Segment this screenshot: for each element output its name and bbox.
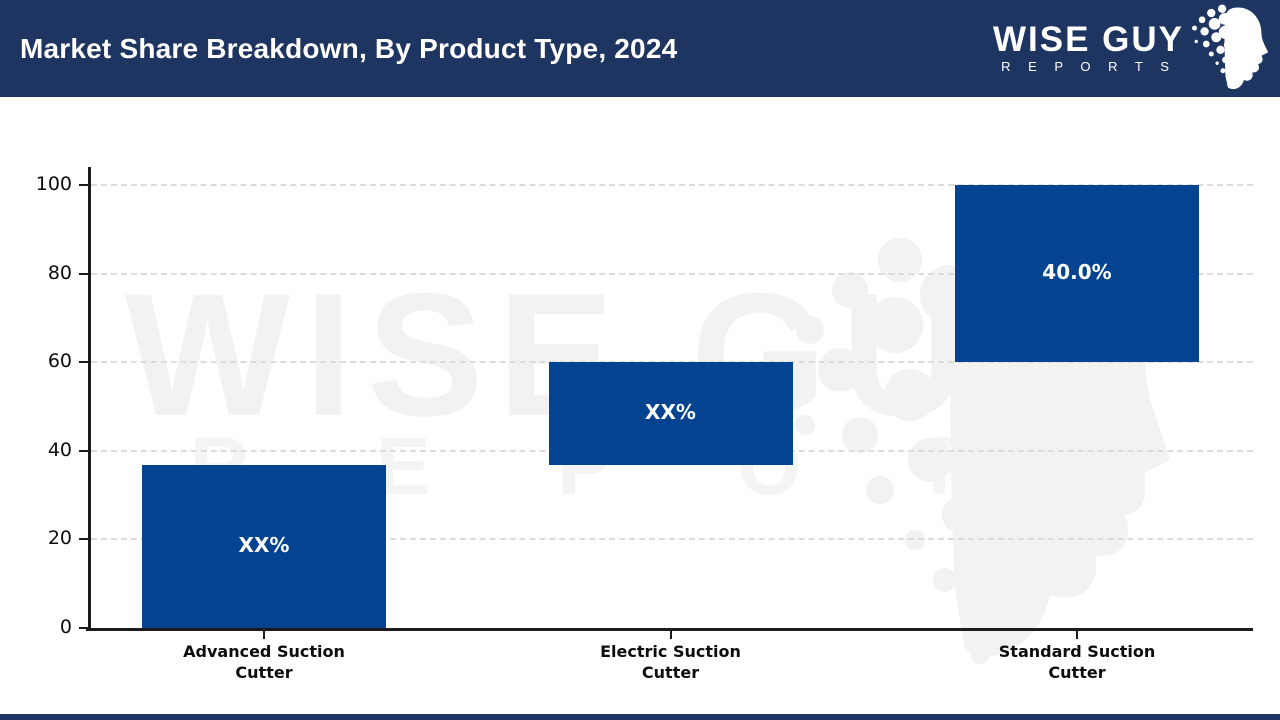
category-label: Advanced Suction Cutter (183, 642, 345, 682)
y-tick-mark (79, 272, 88, 275)
bar-value-label: 40.0% (1042, 259, 1112, 284)
y-tick-mark (79, 449, 88, 452)
gridline-20 (91, 538, 1253, 541)
y-axis-line (88, 167, 91, 631)
logo-wordmark: WISE GUY (992, 20, 1184, 59)
category-label: Electric Suction Cutter (600, 642, 741, 682)
y-tick-label: 80 (47, 261, 72, 284)
y-tick-label: 60 (47, 350, 72, 373)
bar-segment-1 (142, 465, 386, 628)
x-tick-mark (1076, 631, 1078, 639)
category-label: Standard Suction Cutter (998, 642, 1156, 682)
bar-segment-2 (548, 362, 793, 466)
x-tick-mark (263, 631, 265, 639)
y-tick-label: 0 (59, 616, 72, 638)
x-tick-mark (669, 631, 672, 639)
y-tick-mark (79, 538, 88, 541)
gridline-80 (91, 272, 1253, 275)
y-tick-label: 20 (47, 527, 72, 550)
wiseguy-logo: WISE GUY R E P O R T S (993, 3, 1270, 95)
x-axis-line (86, 628, 1253, 631)
y-tick-mark (79, 184, 88, 186)
bar-value-label: XX% (238, 532, 290, 557)
chart-title: Market Share Breakdown, By Product Type,… (20, 32, 678, 64)
logo-subtext: R E P O R T S (1001, 59, 1176, 74)
header: Market Share Breakdown, By Product Type,… (0, 0, 1280, 97)
bar-segment-3 (955, 185, 1199, 363)
y-tick-mark (79, 627, 88, 629)
gridline-100 (91, 184, 1253, 186)
y-tick-label: 40 (47, 438, 72, 461)
wiseguy-logo-text: WISE GUY R E P O R T S (992, 20, 1184, 74)
y-tick-label: 100 (35, 173, 72, 195)
footer-bar (0, 714, 1280, 720)
y-tick-mark (79, 361, 88, 364)
wiseguy-head-icon (1192, 4, 1269, 89)
bar-value-label: XX% (645, 399, 696, 424)
